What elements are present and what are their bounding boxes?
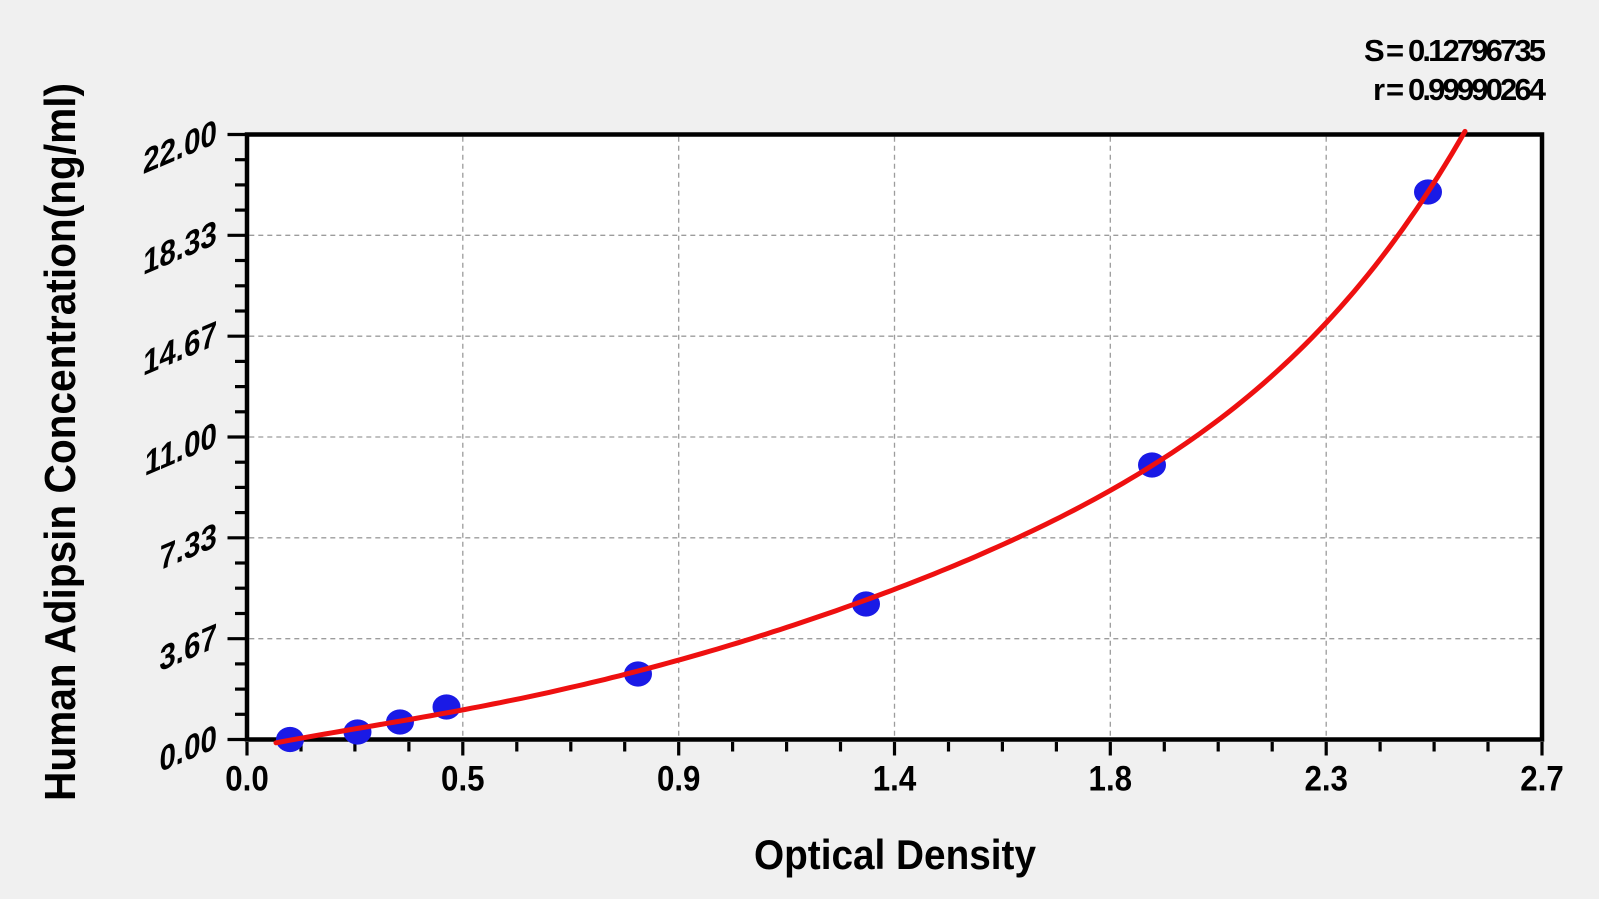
svg-text:2.3: 2.3 xyxy=(1304,759,1348,798)
svg-text:0.5: 0.5 xyxy=(441,759,485,798)
svg-text:Human Adipsin Concentration(ng: Human Adipsin Concentration(ng/ml) xyxy=(36,83,85,801)
svg-text:1.4: 1.4 xyxy=(873,759,917,798)
svg-text:0.9: 0.9 xyxy=(657,759,701,798)
svg-text:Optical Density: Optical Density xyxy=(754,831,1036,878)
svg-text:0.12796735: 0.12796735 xyxy=(1408,33,1546,68)
svg-text:S: S xyxy=(1364,33,1385,68)
svg-text:=: = xyxy=(1386,33,1404,68)
svg-text:0.99990264: 0.99990264 xyxy=(1408,72,1547,107)
svg-text:=: = xyxy=(1386,72,1404,107)
svg-text:2.7: 2.7 xyxy=(1520,759,1564,798)
svg-text:1.8: 1.8 xyxy=(1089,759,1133,798)
svg-text:r: r xyxy=(1373,72,1385,107)
svg-text:0.0: 0.0 xyxy=(225,759,269,798)
